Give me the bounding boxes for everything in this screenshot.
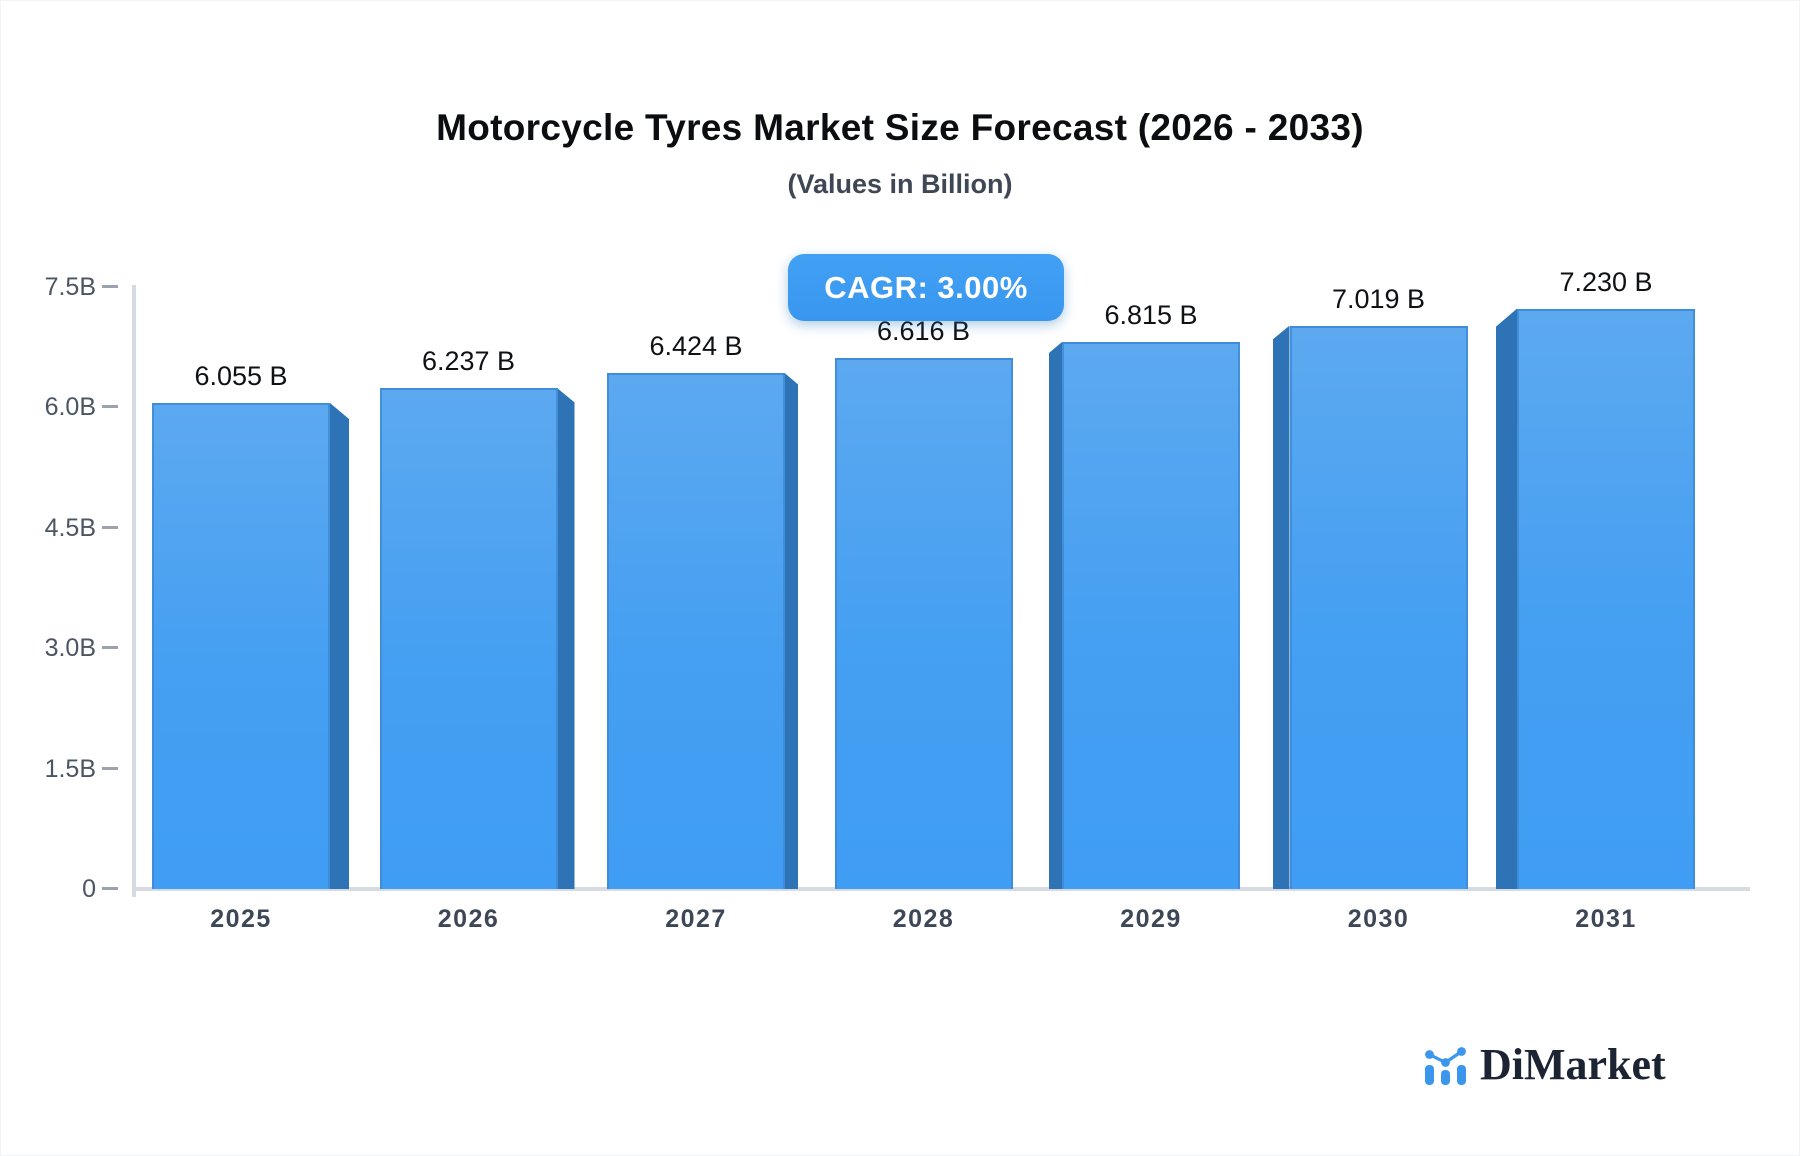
bar-side-2026 — [557, 388, 575, 889]
bar-value-label-2027: 6.424 B — [649, 331, 743, 362]
bar-2026 — [379, 388, 558, 889]
x-axis-label-2031: 2031 — [1575, 905, 1637, 933]
y-axis-tick — [102, 285, 118, 288]
cagr-badge: CAGR: 3.00% — [788, 254, 1064, 321]
x-axis-label-2026: 2026 — [437, 905, 500, 933]
bar-value-label-2026: 6.237 B — [421, 346, 516, 377]
y-axis-tick-label: 4.5B — [44, 513, 96, 542]
bar-value-label-2025: 6.055 B — [194, 360, 288, 391]
y-axis-tick — [102, 887, 118, 890]
y-axis-tick-label: 7.5B — [44, 273, 96, 301]
y-axis-tick-label: 0 — [82, 875, 96, 903]
bar-side-2029 — [1049, 341, 1062, 889]
chart-title: Motorcycle Tyres Market Size Forecast (2… — [436, 107, 1364, 148]
bar-2029 — [1062, 341, 1240, 889]
bar-value-label-2029: 6.815 B — [1104, 299, 1198, 330]
y-axis-line — [132, 285, 136, 897]
x-axis-label-2030: 2030 — [1347, 905, 1410, 933]
bar-value-label-2031: 7.230 B — [1559, 266, 1653, 297]
y-axis-tick — [102, 525, 118, 529]
bar-line-chart-icon — [1422, 1042, 1468, 1088]
y-axis-tick — [102, 646, 118, 650]
bar-2028 — [834, 357, 1013, 889]
bar-side-2027 — [785, 373, 798, 889]
chart-subtitle: (Values in Billion) — [787, 169, 1013, 199]
y-axis-tick — [102, 405, 118, 409]
bar-2030 — [1289, 325, 1468, 889]
x-axis-label-2028: 2028 — [892, 905, 955, 933]
y-axis-tick-label: 3.0B — [44, 634, 96, 663]
y-axis-tick-label: 1.5B — [44, 754, 96, 783]
bar-side-2025 — [330, 402, 349, 889]
bar-side-2031 — [1496, 308, 1517, 889]
bar-2027 — [607, 373, 785, 889]
brand-logo: DiMarket — [1422, 1041, 1666, 1089]
bar-2031 — [1517, 308, 1695, 889]
x-axis-label-2027: 2027 — [665, 905, 727, 933]
bar-value-label-2030: 7.019 B — [1331, 283, 1426, 314]
bar-2025 — [152, 402, 330, 889]
x-axis-label-2029: 2029 — [1120, 905, 1182, 933]
brand-name: DiMarket — [1480, 1040, 1666, 1089]
y-axis-tick — [102, 766, 118, 770]
bar-side-2030 — [1272, 325, 1290, 889]
x-axis-label-2025: 2025 — [210, 905, 272, 933]
y-axis-tick-label: 6.0B — [44, 393, 96, 422]
